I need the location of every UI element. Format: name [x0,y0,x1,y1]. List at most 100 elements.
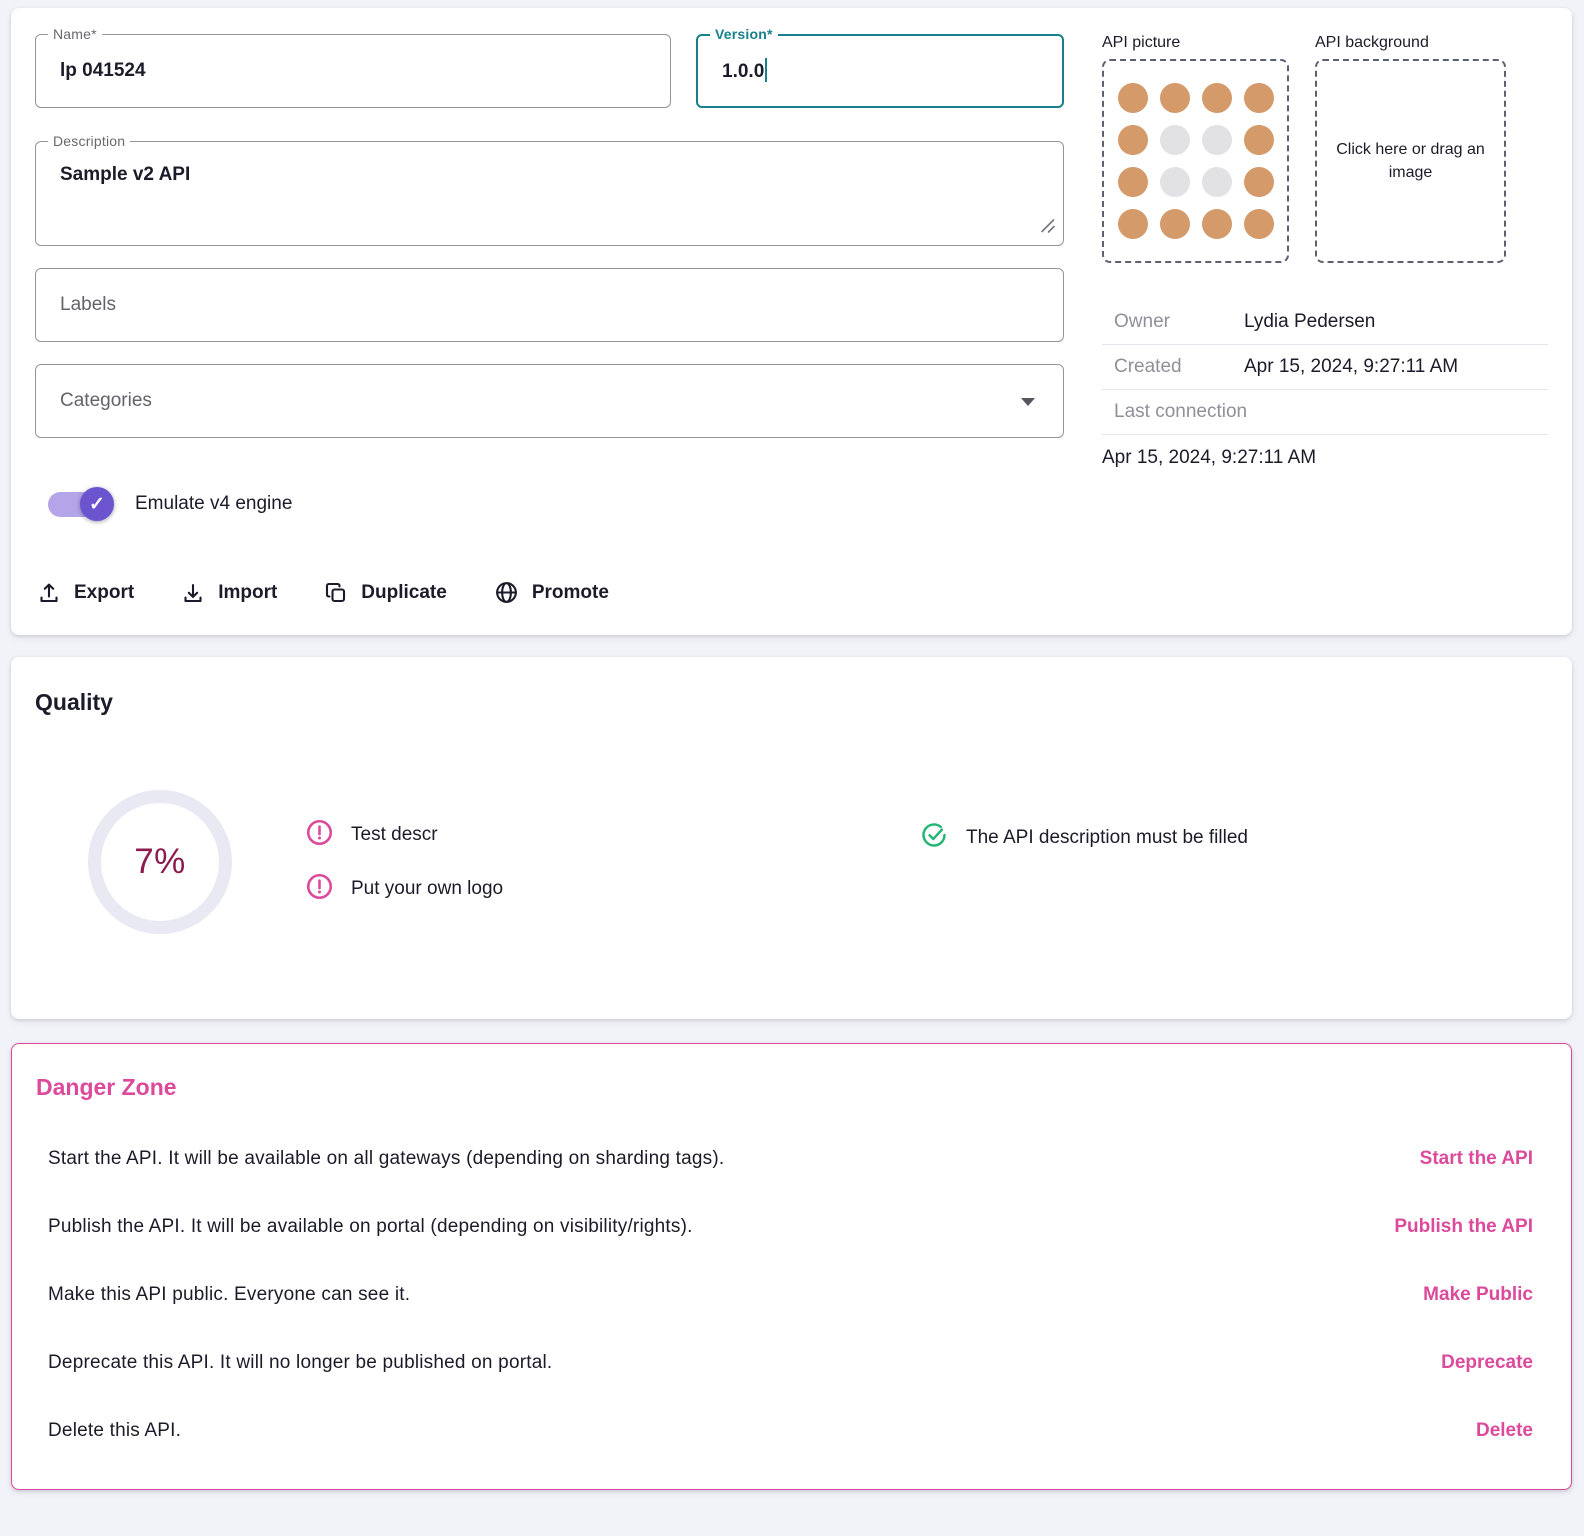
warning-circle-icon [306,819,333,852]
categories-select-placeholder: Categories [60,390,152,411]
owner-label: Owner [1114,311,1170,332]
emulate-v4-label: Emulate v4 engine [135,493,293,514]
export-button[interactable]: Export [37,581,134,605]
quality-warning-item: Put your own logo [306,873,920,906]
quality-passed-item: The API description must be filled [920,821,1248,855]
duplicate-button[interactable]: Duplicate [324,581,447,605]
quality-warning-list: Test descr Put your own logo [306,819,920,906]
danger-row-make-public: Make this API public. Everyone can see i… [36,1261,1547,1329]
avatar-dot [1201,125,1232,155]
form-column: Name* lp 041524 Version* 1.0.0 Descripti… [35,26,1064,611]
quality-score: 7% [134,842,186,881]
danger-row-text: Start the API. It will be available on a… [48,1148,725,1169]
last-connection-value: Apr 15, 2024, 9:27:11 AM [1102,446,1317,468]
import-button-label: Import [218,581,278,603]
avatar-dot [1243,209,1274,239]
duplicate-button-label: Duplicate [361,581,447,603]
avatar-dot [1117,167,1148,197]
media-dropzones: API picture API background Click here or… [1102,34,1548,263]
make-public-button[interactable]: Make Public [1423,1284,1533,1305]
warning-circle-icon [306,873,333,906]
description-field-label: Description [48,133,131,150]
download-icon [181,581,205,605]
created-value: Apr 15, 2024, 9:27:11 AM [1244,356,1459,377]
avatar-dot [1159,125,1190,155]
api-meta-table: Owner Lydia Pedersen Created Apr 15, 202… [1102,300,1548,480]
danger-zone-card: Danger Zone Start the API. It will be av… [11,1043,1572,1490]
danger-row-start: Start the API. It will be available on a… [36,1125,1547,1193]
avatar-dot [1159,83,1190,113]
avatar-dot [1201,167,1232,197]
danger-row-publish: Publish the API. It will be available on… [36,1193,1547,1261]
quality-card: Quality 7% Test descr [11,657,1572,1019]
avatar-dot [1201,83,1232,113]
danger-zone-title: Danger Zone [36,1074,177,1100]
check-circle-icon [920,821,948,855]
api-background-block: API background Click here or drag an ima… [1315,34,1506,263]
avatar-dot [1159,209,1190,239]
danger-row-text: Make this API public. Everyone can see i… [48,1284,411,1305]
api-picture-label: API picture [1102,34,1181,51]
api-background-hint: Click here or drag an image [1336,141,1485,181]
api-details-card: Name* lp 041524 Version* 1.0.0 Descripti… [11,8,1572,635]
api-picture-dropzone[interactable] [1102,59,1289,263]
version-field[interactable]: Version* 1.0.0 [696,26,1064,108]
globe-icon [494,580,519,605]
export-button-label: Export [74,581,135,603]
emulate-v4-row: ✓ Emulate v4 engine [48,487,1064,521]
name-version-row: Name* lp 041524 Version* 1.0.0 [35,26,1064,108]
deprecate-button[interactable]: Deprecate [1441,1352,1533,1373]
emulate-v4-toggle[interactable]: ✓ [48,487,114,521]
name-field-label: Name* [48,26,102,43]
labels-field[interactable]: Labels [35,268,1064,342]
quality-passed-text: The API description must be filled [966,827,1248,848]
created-label: Created [1114,356,1182,377]
quality-warning-text: Test descr [351,824,438,845]
danger-row-text: Deprecate this API. It will no longer be… [48,1352,553,1373]
api-picture-dots [1117,83,1274,239]
copy-icon [324,581,348,605]
api-actions-row: Export Import [37,580,1064,605]
version-field-value: 1.0.0 [698,36,1062,108]
avatar-dot [1159,167,1190,197]
avatar-dot [1117,125,1148,155]
description-field[interactable]: Description Sample v2 API [35,133,1064,246]
avatar-dot [1117,209,1148,239]
api-background-dropzone[interactable]: Click here or drag an image [1315,59,1506,263]
name-field[interactable]: Name* lp 041524 [35,26,671,108]
meta-column: API picture API background Click here or… [1102,34,1548,611]
owner-row: Owner Lydia Pedersen [1102,300,1548,345]
danger-row-deprecate: Deprecate this API. It will no longer be… [36,1329,1547,1397]
text-caret [765,58,768,82]
promote-button-label: Promote [531,581,609,603]
categories-select[interactable]: Categories [35,364,1064,438]
api-details-page: Name* lp 041524 Version* 1.0.0 Descripti… [11,8,1572,1490]
quality-warning-item: Test descr [306,819,920,852]
quality-content: 7% Test descr [88,790,1548,934]
version-field-label: Version* [710,26,778,43]
promote-button[interactable]: Promote [494,580,609,605]
avatar-dot [1117,83,1148,113]
owner-value: Lydia Pedersen [1244,311,1376,332]
quality-warning-text: Put your own logo [351,878,504,899]
start-api-button[interactable]: Start the API [1419,1148,1533,1169]
description-field-value: Sample v2 API [60,164,191,185]
danger-zone-rows: Start the API. It will be available on a… [36,1125,1547,1465]
danger-row-text: Publish the API. It will be available on… [48,1216,693,1237]
quality-title: Quality [35,689,113,715]
toggle-thumb-check-icon: ✓ [80,487,114,521]
last-connection-row: Last connection [1102,390,1548,435]
upload-icon [37,581,61,605]
avatar-dot [1243,167,1274,197]
danger-row-delete: Delete this API. Delete [36,1397,1547,1465]
resize-handle-icon[interactable] [1039,217,1056,239]
avatar-dot [1243,83,1274,113]
avatar-dot [1201,209,1232,239]
publish-api-button[interactable]: Publish the API [1394,1216,1533,1237]
name-field-value: lp 041524 [60,60,146,81]
import-button[interactable]: Import [181,581,277,605]
api-picture-block: API picture [1102,34,1289,263]
created-row: Created Apr 15, 2024, 9:27:11 AM [1102,345,1548,390]
danger-row-text: Delete this API. [48,1420,182,1441]
delete-button[interactable]: Delete [1475,1420,1533,1441]
